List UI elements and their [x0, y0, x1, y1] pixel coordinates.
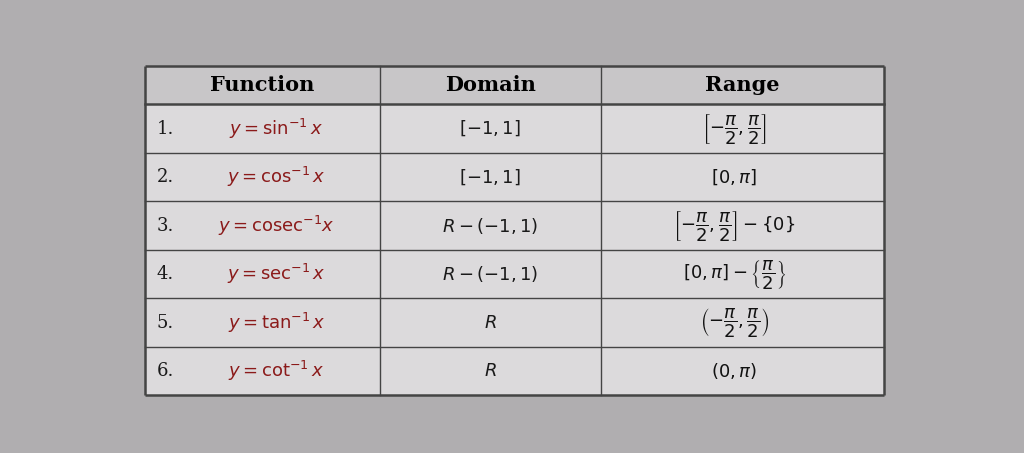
Bar [145, 153, 884, 202]
Text: Function: Function [210, 75, 314, 95]
Bar [145, 347, 884, 395]
Text: $\left(-\dfrac{\pi}{2},\dfrac{\pi}{2}\right)$: $\left(-\dfrac{\pi}{2},\dfrac{\pi}{2}\ri… [699, 306, 769, 339]
Text: $y=\tan^{-1}x$: $y=\tan^{-1}x$ [227, 311, 326, 335]
Text: Range: Range [705, 75, 779, 95]
Text: $\left[-\dfrac{\pi}{2},\dfrac{\pi}{2}\right]$: $\left[-\dfrac{\pi}{2},\dfrac{\pi}{2}\ri… [701, 112, 767, 146]
Text: $y=\mathrm{cosec}^{-1}x$: $y=\mathrm{cosec}^{-1}x$ [218, 214, 335, 238]
Text: 3.: 3. [157, 217, 174, 235]
Text: $y=\sin^{-1}x$: $y=\sin^{-1}x$ [229, 116, 324, 141]
Text: 4.: 4. [157, 265, 174, 283]
Text: 2.: 2. [157, 168, 174, 186]
Bar [145, 299, 884, 347]
Text: $[0,\pi]-\left\{\dfrac{\pi}{2}\right\}$: $[0,\pi]-\left\{\dfrac{\pi}{2}\right\}$ [683, 258, 786, 291]
Text: $R$: $R$ [484, 362, 497, 380]
Text: $R$: $R$ [484, 314, 497, 332]
Text: $R-(-1,1)$: $R-(-1,1)$ [442, 264, 539, 284]
Text: Domain: Domain [444, 75, 536, 95]
Text: $y=\cot^{-1}x$: $y=\cot^{-1}x$ [228, 359, 325, 383]
Bar [145, 250, 884, 299]
Text: $(0,\pi)$: $(0,\pi)$ [712, 361, 758, 381]
Text: 1.: 1. [157, 120, 174, 138]
Bar [145, 202, 884, 250]
Text: $[0,\pi]$: $[0,\pi]$ [712, 168, 758, 187]
Text: 5.: 5. [157, 314, 174, 332]
Text: $y=\cos^{-1}x$: $y=\cos^{-1}x$ [227, 165, 326, 189]
Text: $y=\sec^{-1}x$: $y=\sec^{-1}x$ [227, 262, 326, 286]
Text: $[-1,1]$: $[-1,1]$ [460, 168, 521, 187]
Text: $R-(-1,1)$: $R-(-1,1)$ [442, 216, 539, 236]
Text: $[-1,1]$: $[-1,1]$ [460, 119, 521, 139]
Bar [145, 104, 884, 153]
Bar [145, 66, 884, 104]
Text: $\left[-\dfrac{\pi}{2},\dfrac{\pi}{2}\right]-\{0\}$: $\left[-\dfrac{\pi}{2},\dfrac{\pi}{2}\ri… [674, 209, 796, 243]
Text: 6.: 6. [157, 362, 174, 380]
